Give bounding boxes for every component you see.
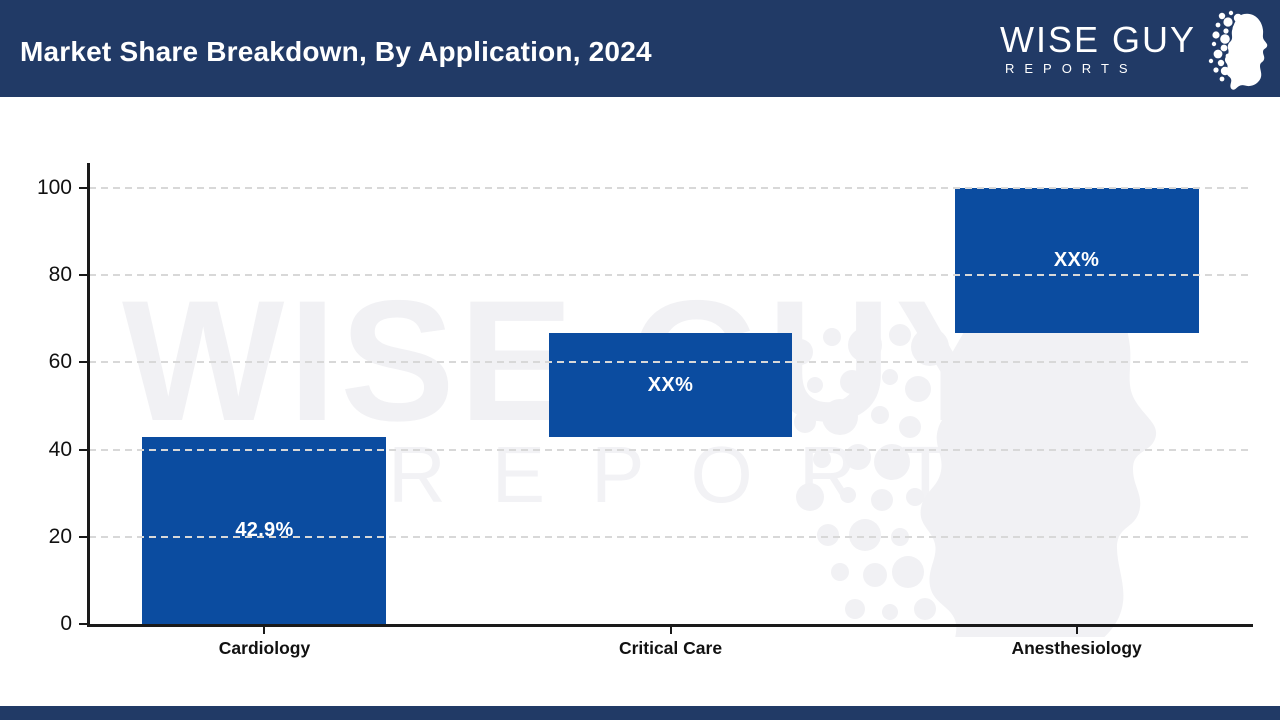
bar-value-label: XX%	[647, 373, 694, 396]
x-category-label: Cardiology	[218, 638, 311, 658]
y-tick-0	[79, 623, 87, 625]
x-tick-1	[263, 626, 266, 634]
x-axis-line	[87, 624, 1253, 627]
gridline-y-100	[89, 187, 1252, 189]
gridline-y-20	[89, 535, 1252, 538]
brand-subtitle: REPORTS	[1004, 61, 1138, 76]
logo-head-icon	[1208, 10, 1268, 90]
brand-logo: WISE GUY REPORTS	[1000, 6, 1270, 92]
footer-bar	[0, 706, 1280, 720]
x-tick-2	[669, 626, 672, 634]
y-tick-label: 40	[48, 437, 72, 461]
bar-cardiology: 42.9%	[142, 436, 387, 624]
bar-value-label: XX%	[1053, 249, 1100, 272]
y-tick-40	[79, 448, 87, 451]
x-category-label: Anesthesiology	[1011, 638, 1142, 658]
y-tick-60	[79, 361, 87, 364]
bar-value-label: 42.9%	[235, 518, 294, 541]
chart-title: Market Share Breakdown, By Application, …	[20, 35, 652, 67]
plot-area: 0 20 40 60 80 100 42.9% Cardiology XX% Critical C…	[37, 163, 1253, 658]
gridline-y-40	[89, 448, 1252, 451]
bar-critical-care: XX%	[548, 333, 793, 437]
bar-anesthesiology: XX%	[954, 188, 1199, 334]
y-tick-80	[79, 274, 87, 277]
brand-name: WISE GUY	[999, 19, 1196, 60]
y-tick-label: 80	[48, 263, 72, 287]
x-tick-3	[1075, 626, 1078, 634]
chart-area: WISE GUY REPORTS	[0, 97, 1280, 706]
y-axis-line	[87, 163, 90, 626]
y-tick-label: 0	[60, 612, 72, 635]
brand-wordmark-block: WISE GUY REPORTS	[999, 19, 1196, 76]
y-tick-100	[79, 187, 87, 189]
y-tick-label: 60	[48, 350, 72, 374]
y-tick-20	[79, 535, 87, 538]
y-tick-label: 100	[36, 176, 72, 199]
y-tick-label: 20	[48, 524, 72, 548]
gridline-y-80	[89, 274, 1252, 277]
gridline-y-60	[89, 361, 1252, 364]
header-bar: Market Share Breakdown, By Application, …	[0, 0, 1280, 97]
x-category-label: Critical Care	[618, 638, 723, 658]
